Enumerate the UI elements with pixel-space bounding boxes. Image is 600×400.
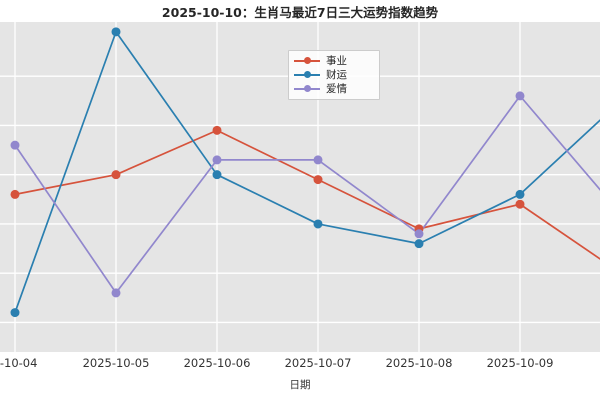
legend-swatch-wealth-icon — [294, 69, 320, 81]
legend-entry-career: 事业 — [294, 54, 373, 68]
legend-swatch-love-icon — [294, 83, 320, 95]
legend-entry-love: 爱情 — [294, 82, 373, 96]
x-tick-label: 2025-10-09 — [486, 356, 554, 370]
legend-label-career: 事业 — [326, 55, 347, 67]
x-tick-label: 5-10-04 — [0, 356, 38, 370]
x-tick-label: 2025-10-08 — [385, 356, 453, 370]
plot-area: 事业 财运 爱情 — [0, 22, 600, 352]
x-tick-label: 2025-10-06 — [183, 356, 251, 370]
x-axis-label: 日期 — [289, 379, 311, 391]
x-axis-tick-labels: 5-10-04 2025-10-05 2025-10-06 2025-10-07 202… — [0, 356, 600, 376]
x-tick-label: 2025-10-05 — [82, 356, 150, 370]
legend-swatch-career-icon — [294, 55, 320, 67]
legend-label-love: 爱情 — [326, 83, 347, 95]
vertical-gridlines — [14, 22, 521, 352]
chart-title: 2025-10-10：生肖马最近7日三大运势指数趋势 — [161, 5, 439, 20]
legend-label-wealth: 财运 — [326, 69, 347, 81]
legend-entry-wealth: 财运 — [294, 68, 373, 82]
x-tick-label: 2025-10-07 — [284, 356, 352, 370]
series-markers — [10, 27, 525, 318]
chart-legend: 事业 财运 爱情 — [288, 50, 380, 100]
